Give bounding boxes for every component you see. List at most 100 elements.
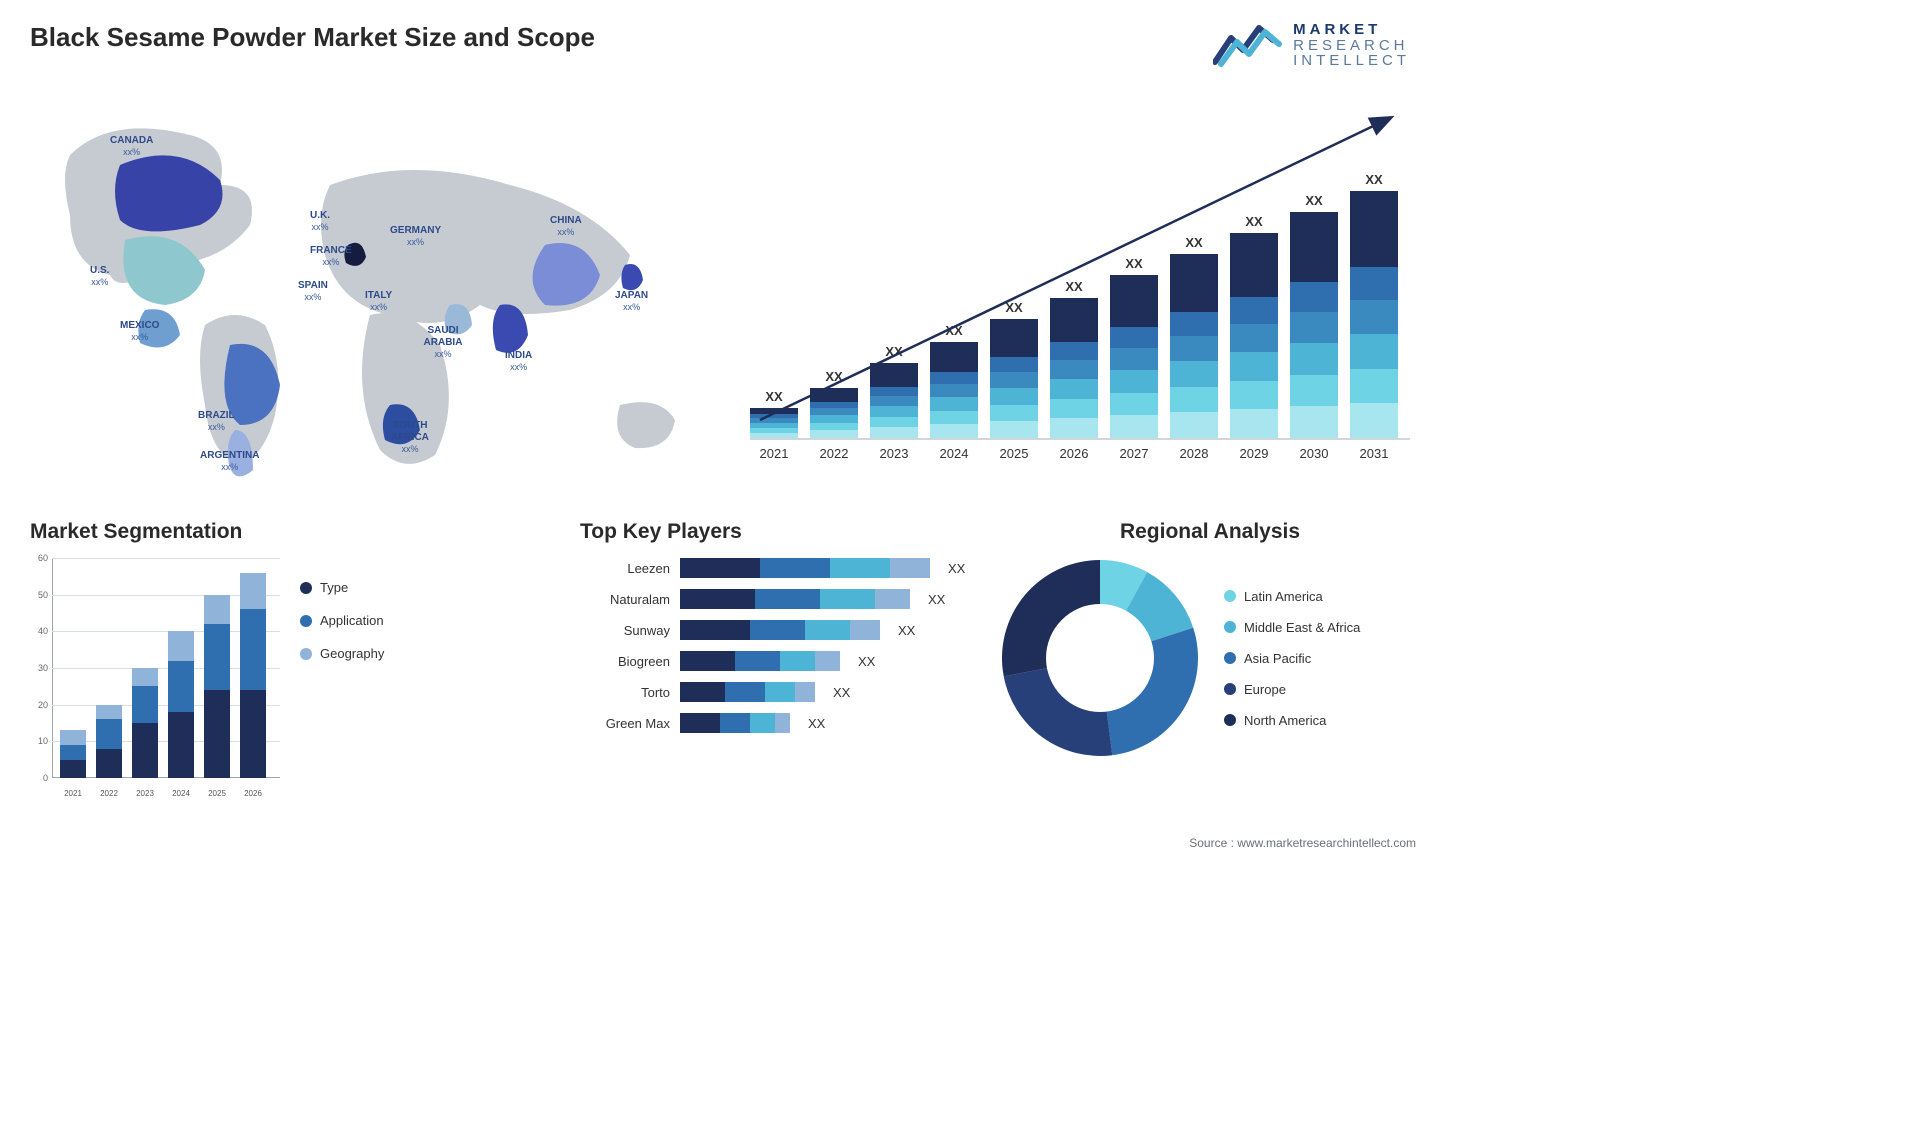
market-segmentation-section: Market Segmentation 01020304050602021202… — [30, 520, 390, 798]
player-row-torto: TortoXX — [580, 682, 980, 702]
map-label-saudi-arabia: SAUDI ARABIAxx% — [413, 325, 473, 360]
mainbar-value-label: XX — [885, 344, 902, 359]
mainbar-col-2029: XX — [1230, 233, 1278, 438]
mainbar-value-label: XX — [1065, 279, 1082, 294]
map-label-india: INDIAxx% — [505, 350, 532, 373]
mainbar-year-label: 2021 — [750, 446, 798, 461]
map-label-mexico: MEXICOxx% — [120, 320, 159, 343]
map-label-japan: JAPANxx% — [615, 290, 648, 313]
mainbar-value-label: XX — [1125, 256, 1142, 271]
map-label-argentina: ARGENTINAxx% — [200, 450, 259, 473]
player-name: Green Max — [580, 716, 670, 731]
mainbar-year-label: 2030 — [1290, 446, 1338, 461]
map-label-u-s-: U.S.xx% — [90, 265, 109, 288]
logo-mark-icon — [1213, 18, 1283, 73]
map-label-france: FRANCExx% — [310, 245, 352, 268]
player-bar — [680, 620, 880, 640]
map-label-brazil: BRAZILxx% — [198, 410, 235, 433]
mainbar-value-label: XX — [825, 369, 842, 384]
seg-col-2021 — [60, 730, 86, 778]
mainbar-value-label: XX — [1305, 193, 1322, 208]
player-row-naturalam: NaturalamXX — [580, 589, 980, 609]
page-title: Black Sesame Powder Market Size and Scop… — [30, 22, 595, 53]
regional-analysis-section: Regional Analysis Latin America Middle Ea… — [1000, 520, 1420, 758]
player-bar — [680, 589, 910, 609]
mainbar-value-label: XX — [945, 323, 962, 338]
regional-donut-chart — [1000, 558, 1200, 758]
seg-legend-item: Type — [300, 580, 384, 595]
seg-year-label: 2025 — [202, 789, 232, 798]
mainbar-col-2028: XX — [1170, 254, 1218, 438]
mainbar-year-label: 2027 — [1110, 446, 1158, 461]
mainbar-col-2024: XX — [930, 342, 978, 438]
map-label-spain: SPAINxx% — [298, 280, 328, 303]
mainbar-col-2031: XX — [1350, 191, 1398, 438]
player-row-biogreen: BiogreenXX — [580, 651, 980, 671]
player-row-leezen: Leezen XX — [580, 558, 980, 578]
segmentation-title: Market Segmentation — [30, 520, 390, 544]
mainbar-value-label: XX — [765, 389, 782, 404]
player-bar — [680, 651, 840, 671]
seg-col-2026 — [240, 573, 266, 778]
player-value-label: XX — [808, 716, 825, 731]
donut-title: Regional Analysis — [1000, 520, 1420, 544]
seg-col-2023 — [132, 668, 158, 778]
seg-ytick: 30 — [30, 663, 48, 673]
mainbar-year-label: 2029 — [1230, 446, 1278, 461]
donut-legend-item: Asia Pacific — [1224, 651, 1360, 666]
mainbar-value-label: XX — [1005, 300, 1022, 315]
mainbar-year-label: 2025 — [990, 446, 1038, 461]
seg-year-label: 2024 — [166, 789, 196, 798]
donut-legend-item: North America — [1224, 713, 1360, 728]
donut-legend: Latin America Middle East & Africa Asia Pa… — [1224, 589, 1360, 728]
mainbar-value-label: XX — [1245, 214, 1262, 229]
mainbar-year-label: 2022 — [810, 446, 858, 461]
mainbar-col-2022: XX — [810, 388, 858, 438]
player-name: Biogreen — [580, 654, 670, 669]
donut-legend-item: Middle East & Africa — [1224, 620, 1360, 635]
mainbar-col-2026: XX — [1050, 298, 1098, 438]
player-name: Leezen — [580, 561, 670, 576]
mainbar-year-label: 2028 — [1170, 446, 1218, 461]
seg-legend-item: Geography — [300, 646, 384, 661]
player-bar — [680, 558, 930, 578]
player-bar — [680, 682, 815, 702]
map-label-u-k-: U.K.xx% — [310, 210, 330, 233]
seg-col-2025 — [204, 595, 230, 778]
player-row-green-max: Green Max XX — [580, 713, 980, 733]
mainbar-value-label: XX — [1365, 172, 1382, 187]
player-value-label: XX — [898, 623, 915, 638]
player-bar — [680, 713, 790, 733]
map-label-china: CHINAxx% — [550, 215, 582, 238]
seg-ytick: 50 — [30, 590, 48, 600]
seg-year-label: 2023 — [130, 789, 160, 798]
seg-legend-item: Application — [300, 613, 384, 628]
seg-year-label: 2021 — [58, 789, 88, 798]
segmentation-chart: 0102030405060202120222023202420252026 — [30, 558, 280, 798]
player-name: Naturalam — [580, 592, 670, 607]
seg-ytick: 20 — [30, 700, 48, 710]
logo-text-line1: MARKET — [1293, 22, 1410, 38]
seg-ytick: 40 — [30, 626, 48, 636]
brand-logo: MARKET RESEARCH INTELLECT — [1213, 18, 1410, 73]
mainbar-value-label: XX — [1185, 235, 1202, 250]
player-name: Sunway — [580, 623, 670, 638]
mainbar-col-2027: XX — [1110, 275, 1158, 438]
main-bar-chart: XXXXXXXXXXXXXXXXXXXXXX 20212022202320242… — [750, 100, 1410, 470]
mainbar-col-2021: XX — [750, 408, 798, 438]
mainbar-year-label: 2023 — [870, 446, 918, 461]
donut-legend-item: Latin America — [1224, 589, 1360, 604]
player-value-label: XX — [948, 561, 965, 576]
map-label-italy: ITALYxx% — [365, 290, 392, 313]
seg-ytick: 60 — [30, 553, 48, 563]
mainbar-col-2023: XX — [870, 363, 918, 438]
logo-text-line2: RESEARCH — [1293, 38, 1410, 54]
seg-year-label: 2026 — [238, 789, 268, 798]
map-label-canada: CANADAxx% — [110, 135, 153, 158]
map-label-south-africa: SOUTH AFRICAxx% — [380, 420, 440, 455]
seg-col-2022 — [96, 705, 122, 778]
segmentation-legend: Type Application Geography — [300, 580, 384, 661]
top-key-players-section: Top Key Players LeezenXXNaturalamXXSunwa… — [580, 520, 980, 733]
seg-ytick: 10 — [30, 736, 48, 746]
player-value-label: XX — [833, 685, 850, 700]
